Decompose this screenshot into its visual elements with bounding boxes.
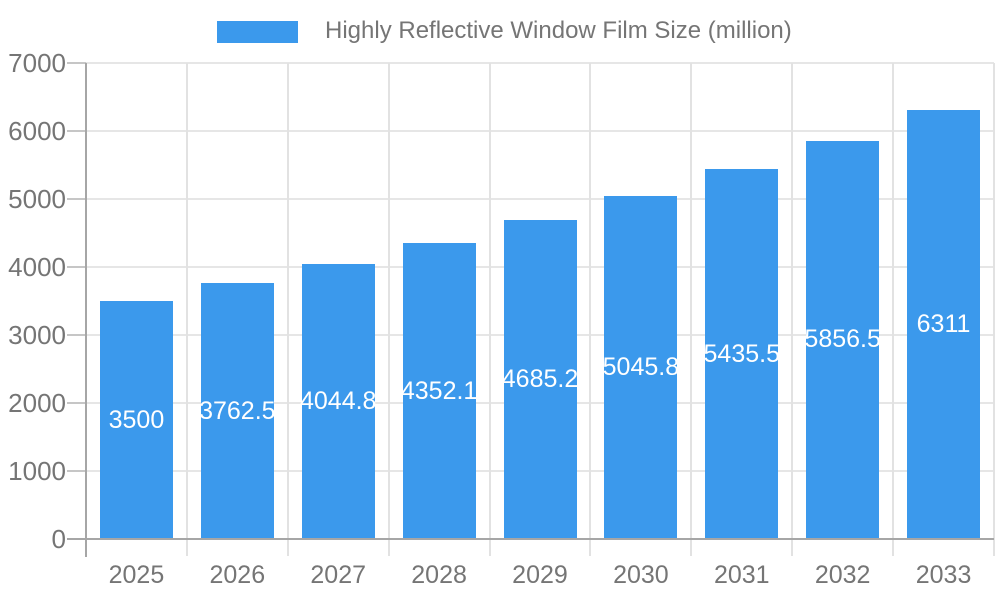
gridline-vertical (690, 63, 693, 556)
y-axis-tick (67, 470, 86, 472)
bar[interactable]: 3762.5 (199, 283, 276, 539)
bar[interactable]: 3500 (99, 301, 173, 539)
y-axis-tick (67, 62, 86, 64)
bar[interactable]: 4352.1 (400, 243, 478, 539)
x-axis-line (67, 538, 994, 540)
y-axis-labels: 0 1000 2000 3000 4000 5000 6000 7000 (0, 0, 66, 600)
y-axis-tick (67, 334, 86, 336)
x-axis-label: 2028 (411, 561, 467, 589)
x-axis-label: 2026 (209, 561, 266, 589)
y-axis-label: 1000 (8, 456, 66, 486)
y-axis-label: 3000 (8, 320, 66, 350)
gridline-horizontal (86, 62, 994, 64)
y-axis-tick (67, 266, 86, 268)
bar-value-label: 3500 (108, 405, 165, 434)
gridline-horizontal (86, 130, 994, 132)
bar[interactable]: 5856.5 (804, 140, 881, 539)
bar-value-label: 5045.8 (602, 352, 680, 381)
bar-value-label: 5435.5 (703, 339, 780, 368)
legend-label: Highly Reflective Window Film Size (mill… (325, 17, 792, 44)
bar[interactable]: 6311 (907, 109, 981, 539)
gridline-vertical (791, 63, 794, 556)
gridline-vertical (286, 63, 289, 556)
y-axis-label: 4000 (8, 252, 66, 282)
bar[interactable]: 5435.5 (703, 169, 780, 539)
y-axis-label: 0 (51, 524, 66, 554)
gridline-vertical (488, 63, 491, 556)
bar-value-label: 4044.8 (299, 386, 377, 415)
bar-value-label: 5856.5 (804, 325, 881, 354)
gridline-vertical (892, 63, 895, 556)
y-axis-label: 5000 (8, 184, 66, 214)
plot-area: 3500 3762.5 4044.8 4352.1 4685.2 5045.8 5435.5… (67, 62, 995, 557)
y-axis-tick (67, 130, 86, 132)
x-axis-label: 2032 (814, 561, 871, 589)
x-axis-label: 2033 (915, 561, 972, 589)
gridline-vertical (589, 63, 592, 556)
y-axis-label: 6000 (8, 116, 66, 146)
legend-item[interactable]: Highly Reflective Window Film Size (mill… (217, 17, 792, 45)
x-axis-label: 2029 (512, 561, 568, 589)
bar[interactable]: 5045.8 (602, 195, 680, 539)
y-axis-label: 2000 (8, 388, 66, 418)
x-axis-labels: 2025 2026 2027 2028 2029 2030 2031 2032 2033 (86, 560, 994, 590)
y-axis-tick (67, 402, 86, 404)
x-axis-label: 2025 (108, 561, 165, 589)
y-axis-tick (67, 198, 86, 200)
bar-value-label: 3762.5 (199, 396, 276, 425)
bar-value-label: 4685.2 (501, 365, 579, 394)
gridline-horizontal (86, 198, 994, 200)
y-axis-label: 7000 (8, 48, 66, 78)
bar[interactable]: 4685.2 (501, 220, 579, 539)
x-axis-label: 2027 (310, 561, 367, 589)
bar-value-label: 6311 (916, 309, 971, 338)
y-axis-line (85, 63, 87, 557)
gridline-vertical (185, 63, 188, 556)
legend-swatch (217, 21, 298, 43)
bar-value-label: 4352.1 (400, 376, 478, 405)
bar[interactable]: 4044.8 (299, 263, 377, 539)
gridline-vertical (387, 63, 390, 556)
x-axis-label: 2031 (713, 561, 770, 589)
x-axis-label: 2030 (613, 561, 669, 589)
gridline-vertical (993, 63, 995, 556)
